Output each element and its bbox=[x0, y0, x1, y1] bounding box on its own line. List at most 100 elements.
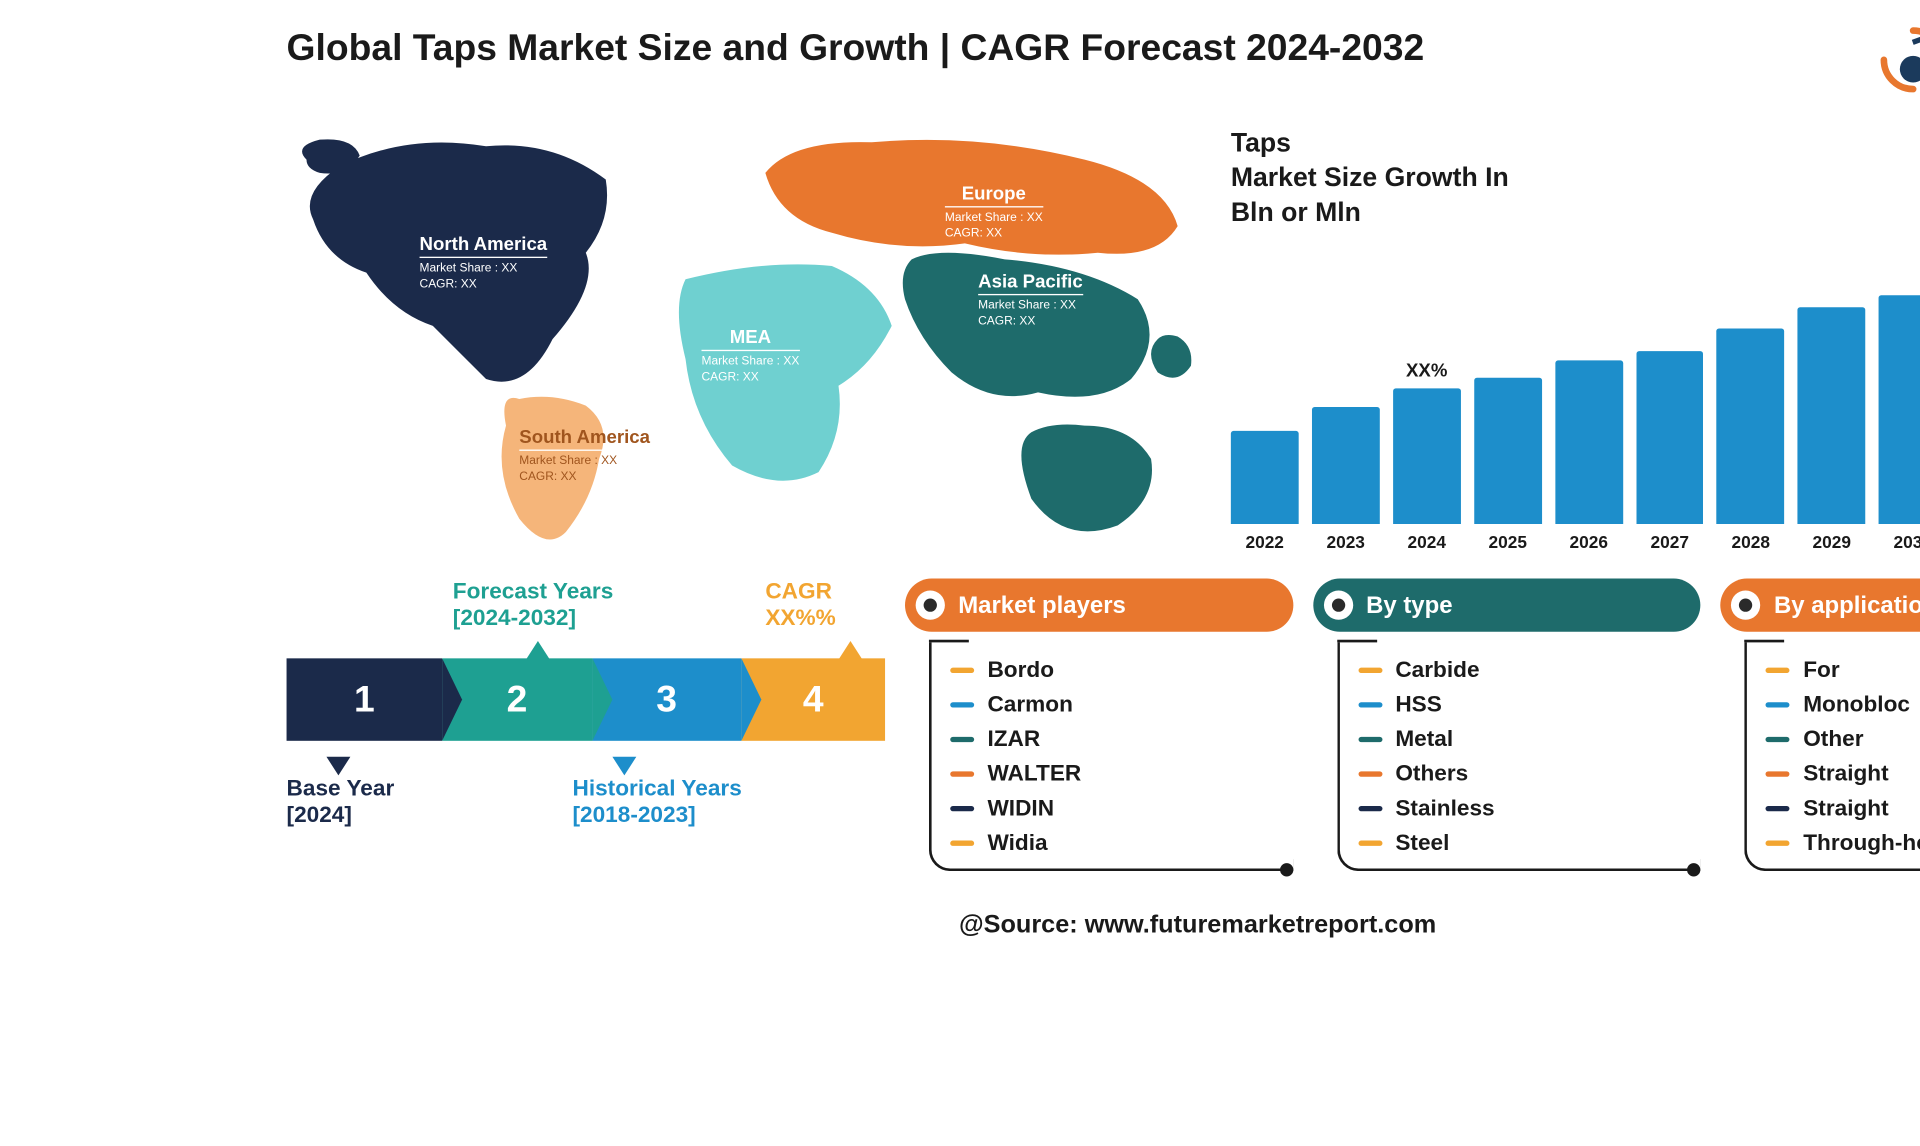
map-region-label: North AmericaMarket Share : XXCAGR: XX bbox=[420, 233, 548, 292]
bar-column: 2026 bbox=[1555, 361, 1623, 552]
chart-bar bbox=[1312, 407, 1380, 525]
timeline: Forecast Years[2024-2032] CAGRXX%% 1234 B… bbox=[287, 579, 886, 848]
bullet-icon bbox=[1731, 591, 1760, 620]
timeline-segment: 2 bbox=[442, 658, 592, 740]
chart-bar bbox=[1879, 295, 1920, 524]
list-item: Bordo bbox=[932, 653, 1293, 688]
list-item: Straight bbox=[1747, 757, 1920, 792]
tick-icon bbox=[950, 668, 974, 673]
timeline-label: Base Year[2024] bbox=[287, 775, 395, 829]
chart-bar bbox=[1555, 361, 1623, 524]
bar-column: 2023 bbox=[1312, 407, 1380, 552]
category-bracket: BordoCarmonIZARWALTERWIDINWidia bbox=[929, 642, 1293, 871]
list-item: HSS bbox=[1339, 688, 1700, 723]
tick-icon bbox=[1766, 737, 1790, 742]
bar-year-label: 2030 bbox=[1894, 532, 1920, 552]
bar-column: 2022 bbox=[1231, 431, 1299, 552]
timeline-arrow-icon bbox=[526, 641, 550, 660]
bar-year-label: 2028 bbox=[1731, 532, 1769, 552]
list-item: Steel bbox=[1339, 826, 1700, 861]
bar-column: 2027 bbox=[1636, 351, 1704, 552]
list-item: Monobloc bbox=[1747, 688, 1920, 723]
bar-year-label: 2025 bbox=[1488, 532, 1526, 552]
list-item: Through-hole bbox=[1747, 826, 1920, 861]
chart-bar bbox=[1798, 308, 1866, 524]
tick-icon bbox=[1766, 771, 1790, 776]
timeline-segment: 1 bbox=[287, 658, 443, 740]
tick-icon bbox=[1358, 702, 1382, 707]
tick-icon bbox=[1358, 771, 1382, 776]
list-item: Metal bbox=[1339, 722, 1700, 757]
bar-annotation: XX% bbox=[1406, 359, 1447, 380]
tick-icon bbox=[1766, 841, 1790, 846]
category-bracket: ForMonoblocOtherStraightStraightThrough-… bbox=[1745, 642, 1920, 871]
chart-title: Taps Market Size Growth In Bln or Mln bbox=[1231, 126, 1920, 230]
map-region-label: EuropeMarket Share : XXCAGR: XX bbox=[945, 182, 1043, 241]
chart-bar bbox=[1231, 431, 1299, 524]
bar-year-label: 2026 bbox=[1569, 532, 1607, 552]
bar-column: 2028 bbox=[1717, 329, 1785, 552]
list-item: Other bbox=[1747, 722, 1920, 757]
bar-column: 2025 bbox=[1474, 378, 1542, 552]
bullet-icon bbox=[1324, 591, 1353, 620]
tick-icon bbox=[950, 737, 974, 742]
category-header: Market players bbox=[905, 579, 1293, 632]
bar-column: 2029 bbox=[1798, 308, 1866, 552]
bar-year-label: 2023 bbox=[1326, 532, 1364, 552]
tick-icon bbox=[950, 771, 974, 776]
tick-icon bbox=[950, 841, 974, 846]
category-header: By application bbox=[1721, 579, 1920, 632]
timeline-arrow-icon bbox=[839, 641, 863, 660]
source-attribution: @Source: www.futuremarketreport.com bbox=[287, 911, 1920, 940]
list-item: Stainless bbox=[1339, 791, 1700, 826]
list-item: IZAR bbox=[932, 722, 1293, 757]
timeline-segment: 3 bbox=[592, 658, 742, 740]
list-item: For bbox=[1747, 653, 1920, 688]
chart-bar bbox=[1717, 329, 1785, 524]
bar-year-label: 2022 bbox=[1245, 532, 1283, 552]
category-column: By type CarbideHSSMetalOthersStainlessSte… bbox=[1313, 579, 1701, 872]
timeline-arrow-icon bbox=[326, 757, 350, 776]
list-item: Straight bbox=[1747, 791, 1920, 826]
fmr-logo-icon bbox=[1879, 27, 1920, 94]
bar-year-label: 2029 bbox=[1812, 532, 1850, 552]
map-region-label: Asia PacificMarket Share : XXCAGR: XX bbox=[978, 270, 1083, 329]
bar-column: 2030 bbox=[1879, 295, 1920, 552]
list-item: Others bbox=[1339, 757, 1700, 792]
timeline-label: Forecast Years[2024-2032] bbox=[453, 579, 613, 633]
category-column: Market players BordoCarmonIZARWALTERWIDIN… bbox=[905, 579, 1293, 872]
fmr-logo: FMR FUTURE MARKET REPORT bbox=[1879, 27, 1920, 94]
page-title: Global Taps Market Size and Growth | CAG… bbox=[287, 27, 1425, 70]
map-region-label: South AmericaMarket Share : XXCAGR: XX bbox=[519, 426, 650, 485]
bar-year-label: 2024 bbox=[1407, 532, 1445, 552]
tick-icon bbox=[1358, 806, 1382, 811]
chart-bar bbox=[1636, 351, 1704, 524]
list-item: Widia bbox=[932, 826, 1293, 861]
category-header: By type bbox=[1313, 579, 1701, 632]
world-map: North AmericaMarket Share : XXCAGR: XX So… bbox=[287, 126, 1205, 552]
bar-column: XX%2024 bbox=[1393, 388, 1461, 552]
chart-bar bbox=[1393, 388, 1461, 524]
list-item: Carmon bbox=[932, 688, 1293, 723]
tick-icon bbox=[950, 702, 974, 707]
tick-icon bbox=[1358, 737, 1382, 742]
timeline-label: Historical Years[2018-2023] bbox=[573, 775, 742, 829]
tick-icon bbox=[1766, 702, 1790, 707]
chart-bar bbox=[1474, 378, 1542, 524]
timeline-label: CAGRXX%% bbox=[765, 579, 862, 633]
category-column: By applicationForMonoblocOtherStraightSt… bbox=[1721, 579, 1920, 872]
tick-icon bbox=[950, 806, 974, 811]
timeline-arrow-icon bbox=[612, 757, 636, 776]
list-item: WIDIN bbox=[932, 791, 1293, 826]
list-item: Carbide bbox=[1339, 653, 1700, 688]
map-region-label: MEAMarket Share : XXCAGR: XX bbox=[702, 326, 800, 385]
tick-icon bbox=[1358, 841, 1382, 846]
tick-icon bbox=[1358, 668, 1382, 673]
list-item: WALTER bbox=[932, 757, 1293, 792]
tick-icon bbox=[1766, 806, 1790, 811]
timeline-segment: 4 bbox=[741, 658, 885, 740]
bullet-icon bbox=[916, 591, 945, 620]
tick-icon bbox=[1766, 668, 1790, 673]
growth-bar-chart: Taps Market Size Growth In Bln or Mln 20… bbox=[1231, 126, 1920, 552]
category-bracket: CarbideHSSMetalOthersStainlessSteel bbox=[1337, 642, 1701, 871]
